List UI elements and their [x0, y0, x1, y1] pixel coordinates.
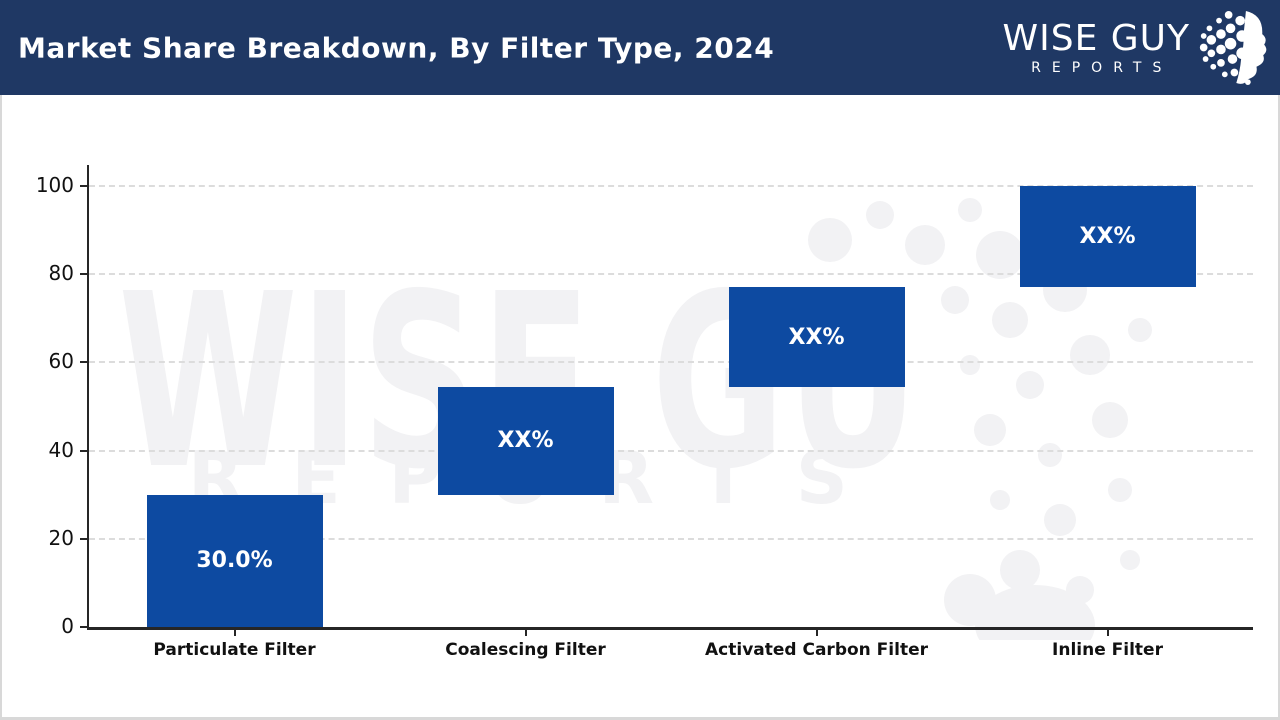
logo-wordmark-line1: WISE GUY — [1002, 17, 1190, 59]
grid-line — [89, 273, 1253, 276]
logo-wordmark-line2: REPORTS — [1031, 59, 1173, 76]
grid-line — [89, 537, 1253, 540]
waterfall-bar: XX% — [1019, 186, 1196, 288]
y-tick-mark — [80, 361, 89, 364]
y-tick-label: 40 — [48, 437, 74, 462]
y-tick-mark — [80, 273, 89, 276]
header: Market Share Breakdown, By Filter Type, … — [0, 0, 1280, 95]
grid-line — [89, 361, 1253, 364]
x-tick-mark — [524, 627, 527, 636]
logo-wordmark: WISE GUY REPORTS — [1002, 17, 1191, 76]
x-tick-mark — [1106, 627, 1109, 636]
y-tick-mark — [80, 626, 89, 628]
waterfall-bar: XX% — [728, 287, 905, 387]
page-title: Market Share Breakdown, By Filter Type, … — [18, 31, 775, 64]
x-category-label: Coalescing Filter — [445, 640, 606, 660]
y-tick-label: 100 — [35, 173, 74, 197]
y-tick-label: 20 — [48, 525, 74, 550]
x-tick-mark — [815, 627, 818, 636]
x-axis-line — [87, 627, 1253, 630]
waterfall-bar: XX% — [437, 386, 614, 495]
logo-head-dots-icon — [1199, 10, 1267, 85]
y-tick-label: 60 — [48, 349, 74, 374]
y-tick-mark — [80, 537, 89, 540]
bar-value-label: XX% — [497, 428, 554, 454]
grid-line — [89, 449, 1253, 452]
y-axis-line — [87, 165, 89, 630]
x-category-label: Activated Carbon Filter — [705, 640, 928, 660]
y-tick-label: 0 — [61, 614, 74, 638]
y-tick-mark — [80, 185, 89, 187]
x-category-label: Particulate Filter — [153, 640, 316, 660]
grid-line — [89, 185, 1253, 187]
bar-value-label: XX% — [1079, 224, 1136, 250]
bar-value-label: 30.0% — [196, 548, 273, 574]
y-tick-mark — [80, 449, 89, 452]
y-tick-label: 80 — [48, 261, 74, 286]
watermark-dots-decoration — [808, 198, 1152, 640]
wiseguy-logo: WISE GUY REPORTS — [1003, 0, 1269, 95]
waterfall-bar: 30.0% — [146, 494, 323, 627]
x-category-label: Inline Filter — [1052, 640, 1163, 660]
x-tick-mark — [233, 627, 236, 636]
bar-value-label: XX% — [788, 324, 845, 350]
